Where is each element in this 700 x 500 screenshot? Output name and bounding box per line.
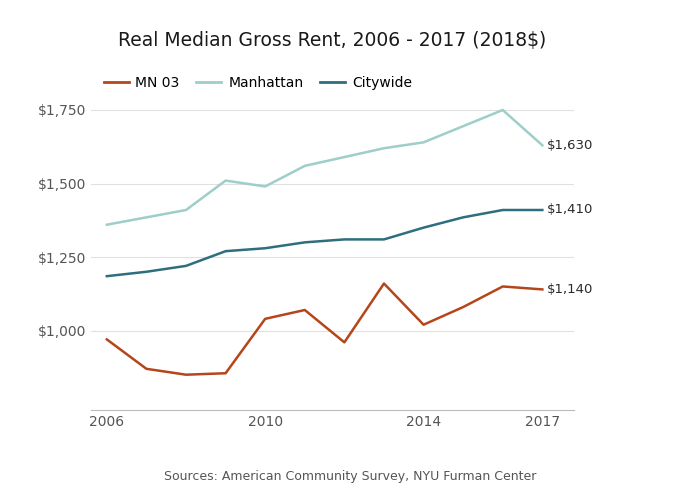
- Text: $1,410: $1,410: [547, 204, 594, 216]
- Text: Sources: American Community Survey, NYU Furman Center: Sources: American Community Survey, NYU …: [164, 470, 536, 483]
- Legend: MN 03, Manhattan, Citywide: MN 03, Manhattan, Citywide: [98, 70, 418, 96]
- Text: $1,140: $1,140: [547, 283, 594, 296]
- Text: $1,630: $1,630: [547, 139, 594, 152]
- Title: Real Median Gross Rent, 2006 - 2017 (2018$): Real Median Gross Rent, 2006 - 2017 (201…: [118, 31, 547, 50]
